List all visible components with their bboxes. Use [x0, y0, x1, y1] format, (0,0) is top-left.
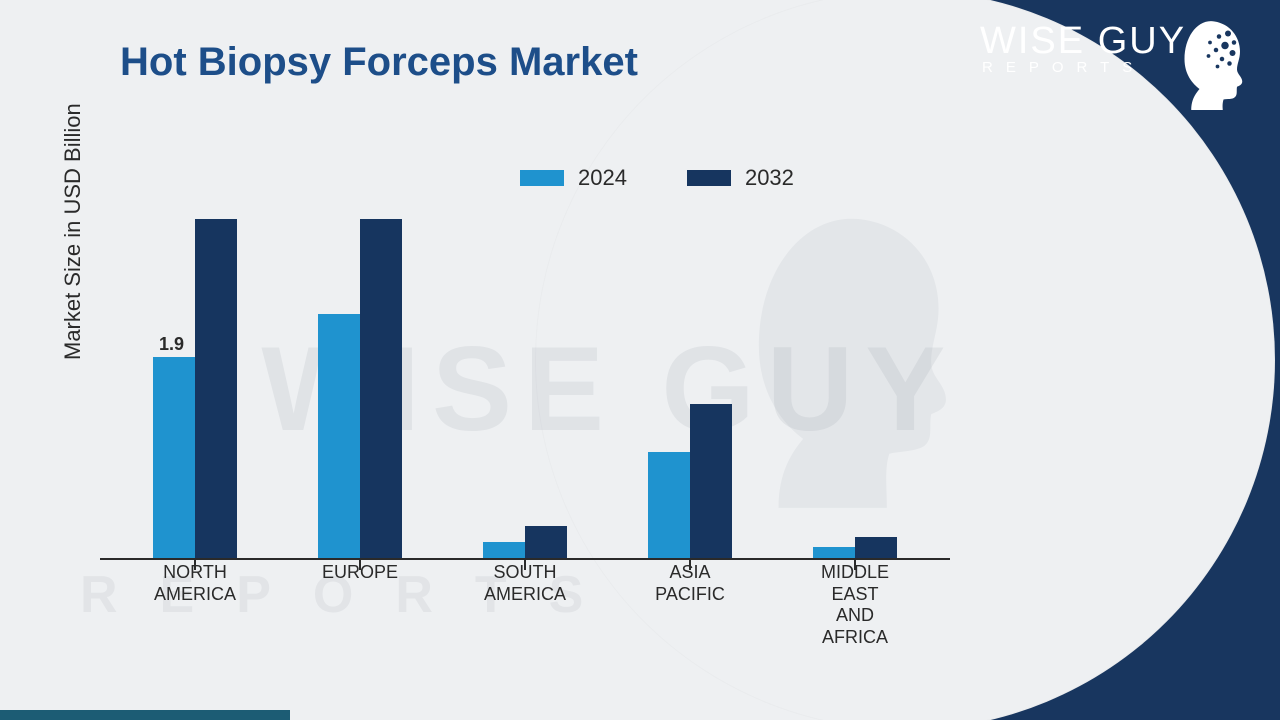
brand-head-icon [1170, 20, 1250, 110]
bar [813, 547, 855, 558]
category-label: EUROPE [285, 562, 435, 584]
chart-canvas: WISE GUY REPORTS WISE GUY REPORTS Hot [0, 0, 1280, 720]
bar [690, 404, 732, 558]
x-axis-line [100, 558, 950, 560]
bar [360, 219, 402, 558]
brand-logo: WISE GUY REPORTS [980, 20, 1250, 110]
y-axis-label: Market Size in USD Billion [60, 103, 86, 360]
chart-title: Hot Biopsy Forceps Market [120, 40, 638, 85]
bar [648, 452, 690, 558]
brand-word-1: WISE [980, 20, 1085, 62]
accent-bar [0, 710, 290, 720]
legend-swatch-2032 [687, 170, 731, 186]
legend-label-2024: 2024 [578, 165, 627, 191]
category-label: NORTHAMERICA [120, 562, 270, 605]
legend-item-2032: 2032 [687, 165, 794, 191]
bar [318, 314, 360, 558]
legend: 2024 2032 [520, 165, 794, 191]
bar [855, 537, 897, 558]
bar [525, 526, 567, 558]
category-label: ASIAPACIFIC [615, 562, 765, 605]
plot-area: 1.9 [100, 200, 950, 560]
bar [153, 357, 195, 558]
category-label: SOUTHAMERICA [450, 562, 600, 605]
legend-swatch-2024 [520, 170, 564, 186]
bar [195, 219, 237, 558]
category-label: MIDDLEEASTANDAFRICA [780, 562, 930, 648]
bar [483, 542, 525, 558]
legend-label-2032: 2032 [745, 165, 794, 191]
legend-item-2024: 2024 [520, 165, 627, 191]
